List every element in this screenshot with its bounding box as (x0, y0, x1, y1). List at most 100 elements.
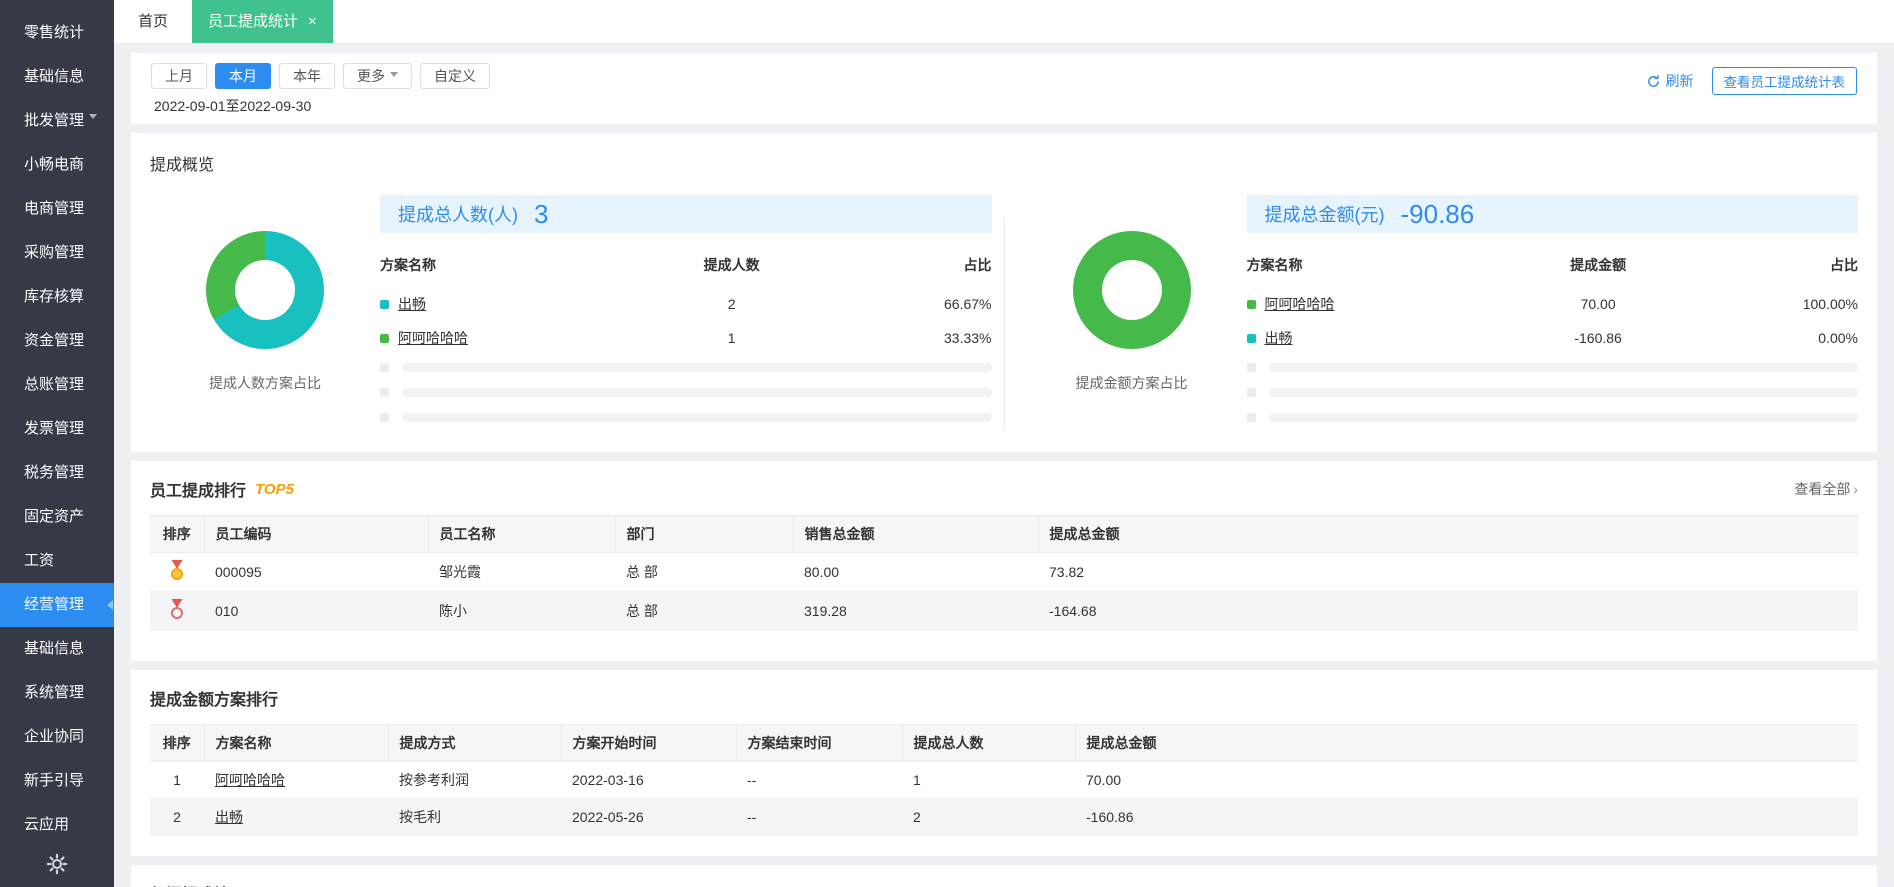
plan-link[interactable]: 阿呵哈哈哈 (1264, 296, 1335, 312)
skeleton-row (1246, 380, 1858, 405)
silver-medal-icon (170, 600, 185, 619)
table-header-row: 排序 员工编码 员工名称 部门 销售总金额 提成总金额 (150, 515, 1858, 553)
sidebar-item-system-mgmt[interactable]: 系统管理 (24, 684, 85, 701)
table-row: 1 阿呵哈哈哈 按参考利润 2022-03-16 -- 1 70.00 (150, 761, 1858, 799)
sidebar-item-tax[interactable]: 税务管理 (24, 464, 85, 481)
legend-dot-teal (1246, 334, 1256, 343)
section-head: 部门提成情况 (150, 881, 1858, 887)
period-buttons: 上月 本月 本年 更多 自定义 (151, 63, 498, 89)
filter-bar: 上月 本月 本年 更多 自定义 2022-09-01至2022-09-30 (131, 53, 1877, 124)
skeleton-row (1246, 405, 1858, 430)
table-row: 阿呵哈哈哈 1 33.33% (380, 321, 992, 355)
table-row: 阿呵哈哈哈 70.00 100.00% (1246, 287, 1859, 321)
caret-down-icon (390, 71, 398, 81)
people-headline-label: 提成总人数(人) (398, 205, 518, 225)
skeleton-row (380, 405, 992, 430)
period-last-month-button[interactable]: 上月 (151, 63, 207, 89)
period-more-button[interactable]: 更多 (343, 63, 412, 89)
sidebar-item-basic-info[interactable]: 基础信息 (24, 68, 85, 85)
people-donut-label: 提成人数方案占比 (209, 375, 321, 391)
sidebar-item-ecommerce[interactable]: 电商管理 (24, 200, 85, 217)
gold-medal-icon (170, 561, 185, 580)
plan-link[interactable]: 出畅 (215, 809, 243, 825)
close-icon[interactable]: × (308, 13, 317, 30)
sidebar-item-enterprise-collab[interactable]: 企业协同 (24, 728, 85, 745)
gear-icon[interactable] (0, 853, 114, 879)
view-all-link[interactable]: 查看全部 › (1794, 481, 1858, 497)
amount-headline-label: 提成总金额(元) (1264, 205, 1385, 225)
section-head: 员工提成排行 TOP5 查看全部 › (150, 477, 1858, 501)
sidebar-item-retail-stats[interactable]: 零售统计 (24, 24, 85, 41)
legend-dot-green (380, 334, 389, 343)
plan-ranking-table: 排序 方案名称 提成方式 方案开始时间 方案结束时间 提成总人数 提成总金额 1 (150, 724, 1858, 836)
sidebar-item-purchasing[interactable]: 采购管理 (24, 244, 85, 261)
table-row: 出畅 2 66.67% (380, 287, 992, 321)
table-row: 2 出畅 按毛利 2022-05-26 -- 2 -160.86 (150, 798, 1858, 836)
table-row: 010 陈小 总 部 319.28 -164.68 (150, 591, 1858, 631)
sidebar-item-fixed-assets[interactable]: 固定资产 (24, 508, 85, 525)
table-header: 方案名称 提成金额 占比 (1246, 257, 1858, 273)
filter-left: 上月 本月 本年 更多 自定义 2022-09-01至2022-09-30 (151, 63, 498, 116)
section-title: 部门提成情况 (150, 881, 246, 887)
people-plan-table: 方案名称 提成人数 占比 出畅 2 66.67% (380, 247, 992, 430)
people-donut-wrap: 提成人数方案占比 (150, 191, 380, 430)
skeleton-row (380, 380, 992, 405)
employee-ranking-table: 排序 员工编码 员工名称 部门 销售总金额 提成总金额 000095 邹光霞 (150, 515, 1858, 631)
filter-right: 刷新 查看员工提成统计表 (1646, 67, 1857, 95)
amount-donut-chart (1072, 231, 1191, 349)
amount-donut-wrap: 提成金额方案占比 (1017, 191, 1247, 430)
sidebar-item-beginner-guide[interactable]: 新手引导 (24, 772, 85, 789)
amount-headline: 提成总金额(元) -90.86 (1246, 195, 1858, 233)
sidebar-item-cloud-apps[interactable]: 云应用 (24, 816, 70, 833)
commission-overview-card: 提成概览 提成人数方案占比 提成总人数(人) 3 (131, 133, 1877, 452)
tab-bar: 首页 员工提成统计 × (114, 0, 1894, 44)
overview-body: 提成人数方案占比 提成总人数(人) 3 方案名称 提成人数 (131, 191, 1877, 430)
plan-link[interactable]: 阿呵哈哈哈 (215, 772, 285, 788)
plan-link[interactable]: 出畅 (1264, 330, 1293, 346)
section-title: 提成金额方案排行 (150, 692, 279, 709)
amount-overview-panel: 提成金额方案占比 提成总金额(元) -90.86 方案名称 提成金额 (1017, 191, 1859, 430)
period-this-year-button[interactable]: 本年 (279, 63, 335, 89)
sidebar-item-wholesale[interactable]: 批发管理 (0, 99, 114, 143)
refresh-button[interactable]: 刷新 (1646, 71, 1694, 91)
caret-down-icon (89, 114, 98, 123)
refresh-icon (1647, 74, 1659, 87)
plan-link[interactable]: 出畅 (398, 296, 426, 312)
amount-plan-table: 方案名称 提成金额 占比 阿呵哈哈哈 70.00 100.00% (1246, 247, 1859, 430)
legend-dot-teal (380, 300, 389, 309)
people-donut-chart (206, 231, 324, 349)
sidebar-item-payroll[interactable]: 工资 (24, 552, 55, 569)
sidebar-item-basic-info-2[interactable]: 基础信息 (24, 640, 85, 657)
table-header: 方案名称 提成人数 占比 (380, 257, 992, 273)
plan-link[interactable]: 阿呵哈哈哈 (398, 330, 468, 346)
period-custom-button[interactable]: 自定义 (420, 63, 490, 89)
sidebar-item-general-ledger[interactable]: 总账管理 (24, 376, 85, 393)
main-area: 首页 员工提成统计 × 上月 本月 本年 更多 自定义 2022-09-01至20… (114, 0, 1894, 887)
people-headline: 提成总人数(人) 3 (380, 195, 992, 233)
sidebar-item-xiaochang-ecom[interactable]: 小畅电商 (24, 156, 85, 173)
people-overview-panel: 提成人数方案占比 提成总人数(人) 3 方案名称 提成人数 (150, 191, 992, 430)
department-commission-card: 部门提成情况 序号 部门名称 提成方式 方案开始时间 方案结束时间 参与提成人数… (131, 865, 1877, 887)
period-this-month-button[interactable]: 本月 (215, 63, 271, 89)
sidebar-item-business-mgmt[interactable]: 经营管理 (0, 583, 114, 627)
top5-badge: TOP5 (255, 480, 294, 498)
overview-title: 提成概览 (150, 157, 215, 174)
vertical-divider (1003, 217, 1005, 430)
tab-home[interactable]: 首页 (138, 13, 169, 30)
people-stats-panel: 提成总人数(人) 3 方案名称 提成人数 占比 出畅 (380, 191, 992, 430)
section-head: 提成金额方案排行 (150, 686, 1858, 710)
amount-donut-label: 提成金额方案占比 (1075, 375, 1188, 391)
sidebar: 零售统计 基础信息 批发管理 小畅电商 电商管理 采购管理 库存核算 资金管理 … (0, 0, 114, 887)
sidebar-item-funds[interactable]: 资金管理 (24, 332, 85, 349)
amount-stats-panel: 提成总金额(元) -90.86 方案名称 提成金额 占比 阿呵 (1246, 191, 1859, 430)
sidebar-item-inventory[interactable]: 库存核算 (24, 288, 85, 305)
chevron-right-icon: › (1853, 481, 1858, 497)
employee-ranking-card: 员工提成排行 TOP5 查看全部 › 排序 员工编码 员工名称 部门 销售总金额 … (131, 461, 1877, 661)
sidebar-item-invoices[interactable]: 发票管理 (24, 420, 85, 437)
table-header-row: 排序 方案名称 提成方式 方案开始时间 方案结束时间 提成总人数 提成总金额 (150, 724, 1858, 762)
tab-employee-commission-stats[interactable]: 员工提成统计 × (192, 0, 333, 43)
skeleton-row (380, 355, 992, 380)
legend-dot-green (1246, 300, 1256, 309)
view-commission-report-button[interactable]: 查看员工提成统计表 (1711, 67, 1857, 95)
